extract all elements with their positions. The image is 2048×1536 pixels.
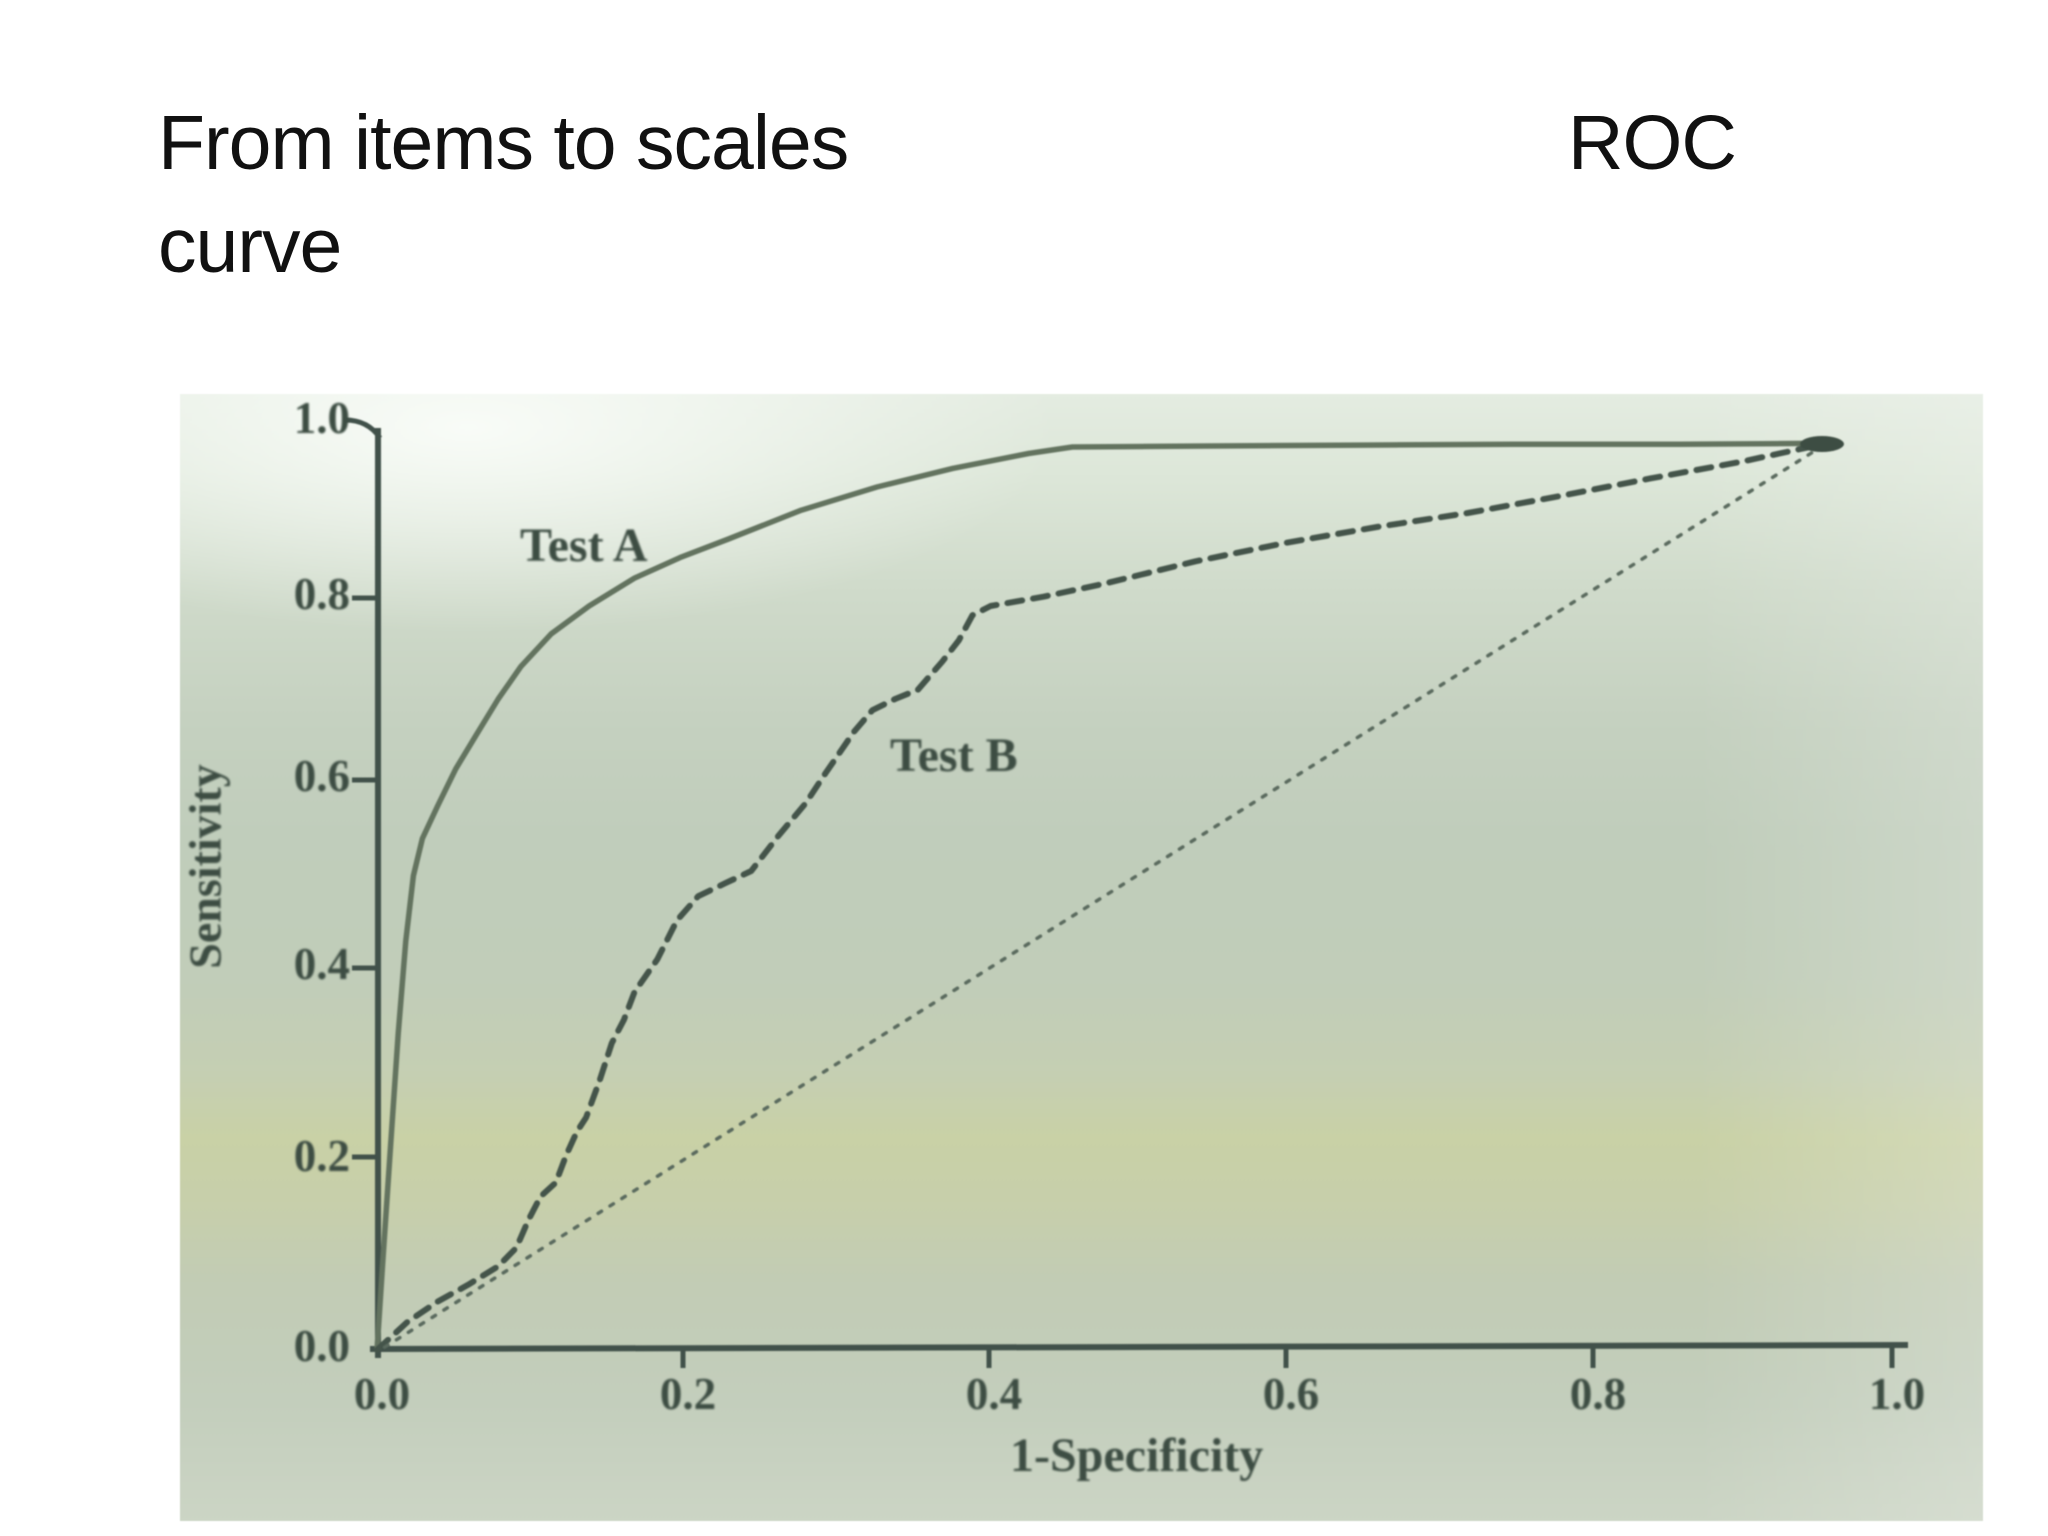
x-tick-label-0.2: 0.2 bbox=[659, 1369, 717, 1419]
title-text-right: ROC bbox=[1567, 100, 1737, 186]
title-text-left: From items to scales bbox=[158, 100, 849, 186]
roc-curve-test-b bbox=[374, 440, 1830, 1353]
y-tick-label-0.6: 0.6 bbox=[293, 751, 350, 801]
series-label-test-a: Test A bbox=[520, 519, 648, 572]
y-tick-label-0.4: 0.4 bbox=[293, 939, 350, 989]
x-tick-label-0.0: 0.0 bbox=[353, 1369, 411, 1419]
y-axis-title: Sensitivity bbox=[179, 764, 231, 969]
roc-curve-test-a bbox=[374, 440, 1830, 1353]
x-tick-label-1.0: 1.0 bbox=[1868, 1369, 1926, 1419]
x-tick-label-0.8: 0.8 bbox=[1569, 1369, 1627, 1419]
slide-title: From items to scales ROC curve bbox=[158, 92, 1737, 298]
x-axis-title: 1-Specificity bbox=[1010, 1429, 1264, 1482]
y-tick-label-0.0: 0.0 bbox=[293, 1321, 350, 1371]
roc-scanned-photo bbox=[180, 394, 1983, 1521]
curve-convergence-blob bbox=[1800, 436, 1844, 452]
x-tick-label-0.6: 0.6 bbox=[1262, 1369, 1320, 1419]
y-tick-label-0.2: 0.2 bbox=[293, 1131, 350, 1181]
series-label-test-b: Test B bbox=[890, 729, 1018, 782]
x-tick-label-0.4: 0.4 bbox=[965, 1369, 1023, 1419]
y-tick-label-1.0: 1.0 bbox=[293, 393, 350, 443]
x-axis-line bbox=[369, 1342, 1909, 1352]
chance-diagonal-line bbox=[382, 441, 1829, 1349]
slide-title-line2: curve bbox=[158, 203, 342, 290]
y-tick-label-0.8: 0.8 bbox=[293, 569, 350, 619]
y-tick-1.0 bbox=[344, 417, 383, 440]
slide-title-line1: From items to scales ROC bbox=[158, 92, 1737, 195]
